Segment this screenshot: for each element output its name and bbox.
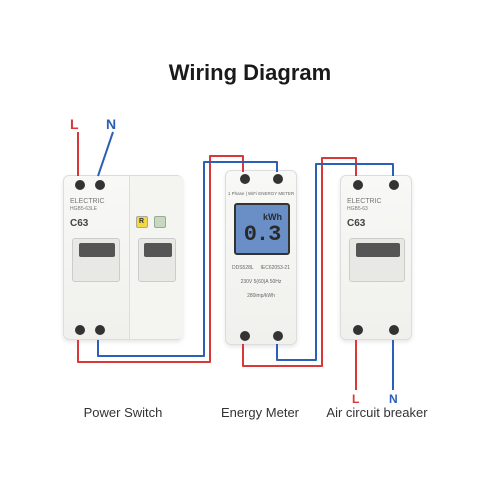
em-term-b2 — [273, 331, 283, 341]
ab-term-b1 — [353, 325, 363, 335]
ps-brand: ELECTRIC — [70, 198, 105, 205]
input-l-label: L — [70, 116, 79, 132]
meter-spec1: DDS528L IEC62053-21 — [226, 265, 296, 271]
energy-meter-label: Energy Meter — [210, 405, 310, 420]
ps-rcd-toggle[interactable] — [144, 243, 172, 257]
ps-rcd-test-button[interactable] — [154, 216, 166, 228]
ab-toggle[interactable] — [356, 243, 400, 257]
ps-toggle-frame — [72, 238, 120, 282]
ps-brand-sub: HGB5-63LE — [70, 206, 97, 212]
air-breaker-device: ELECTRIC HGB5-63 C63 — [340, 175, 412, 340]
ps-term-t1 — [75, 180, 85, 190]
meter-screen: kWh 0.3 — [234, 203, 290, 255]
meter-unit: kWh — [263, 212, 282, 222]
energy-meter-device: 1 Phase | WiFi ENERGY METER kWh 0.3 DDS5… — [225, 170, 297, 345]
ab-term-b2 — [389, 325, 399, 335]
ab-brand-sub: HGB5-63 — [347, 206, 368, 212]
diagram-title: Wiring Diagram — [0, 60, 500, 86]
meter-value: 0.3 — [244, 222, 281, 247]
air-breaker-label: Air circuit breaker — [322, 405, 432, 420]
ps-term-b1 — [75, 325, 85, 335]
power-switch-device: ELECTRIC HGB5-63LE C63 R — [63, 175, 183, 340]
ab-toggle-frame — [349, 238, 405, 282]
em-term-t1 — [240, 174, 250, 184]
meter-spec1a: DDS528L — [232, 265, 254, 271]
ab-model: C63 — [347, 218, 365, 229]
meter-spec4: 280imp/kWh — [226, 293, 296, 299]
ab-term-t1 — [353, 180, 363, 190]
ps-rcd-r-label: R — [139, 218, 144, 225]
input-n-label: N — [106, 116, 116, 132]
ps-model: C63 — [70, 218, 88, 229]
em-term-t2 — [273, 174, 283, 184]
ab-brand: ELECTRIC — [347, 198, 382, 205]
ps-term-b2 — [95, 325, 105, 335]
output-n-label: N — [389, 392, 398, 406]
meter-spec1b: IEC62053-21 — [261, 265, 290, 271]
meter-top-text: 1 Phase | WiFi ENERGY METER — [226, 191, 296, 196]
ab-term-t2 — [389, 180, 399, 190]
em-term-b1 — [240, 331, 250, 341]
ps-toggle[interactable] — [79, 243, 115, 257]
meter-spec3: 230V 5(60)A 50Hz — [226, 279, 296, 285]
output-l-label: L — [352, 392, 359, 406]
ps-term-t2 — [95, 180, 105, 190]
power-switch-label: Power Switch — [63, 405, 183, 420]
ps-rcd-toggle-frame — [138, 238, 176, 282]
ps-rcd-section: R — [129, 176, 184, 339]
